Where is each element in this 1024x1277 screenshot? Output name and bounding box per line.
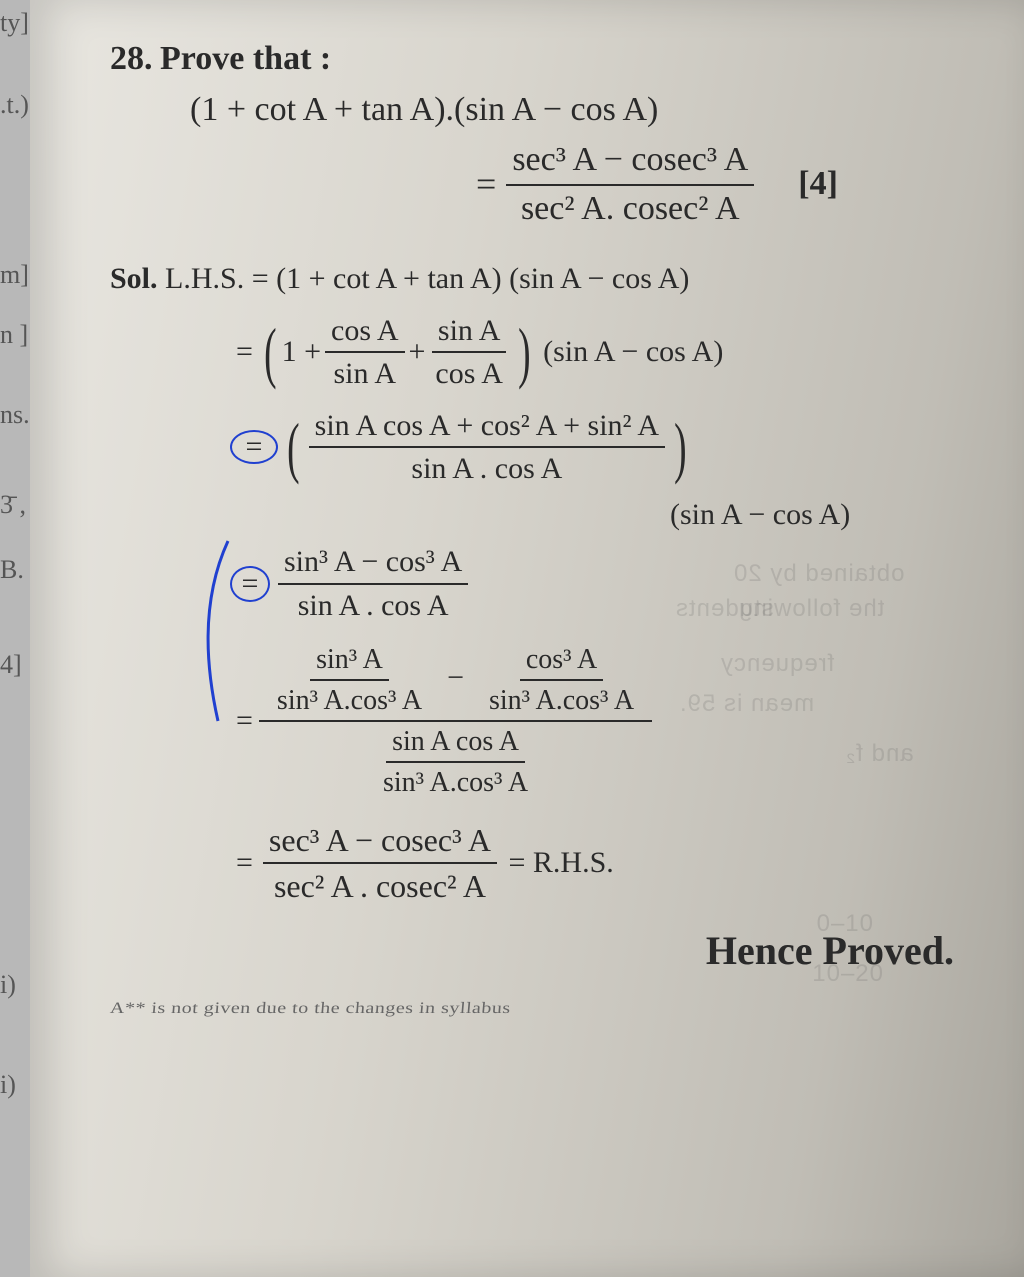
solution-line-1: Sol. L.H.S. = (1 + cot A + tan A) (sin A… [110,260,984,298]
equals-sign: = [252,260,269,298]
frac-num: sin³ A − cos³ A [278,543,468,585]
frac-num: sec³ A − cosec³ A [263,820,497,864]
frac-b: cos³ A sin³ A.cos³ A [483,642,640,718]
solution-step-4: = sin³ A − cos³ A sin A . cos A [110,543,984,624]
expr-tail: (sin A − cos A) [543,333,723,371]
frac-num: sin³ A [310,642,389,681]
lhs-label: L.H.S. [165,260,244,298]
margin-frag: n ] [0,320,28,350]
textbook-page: ty] .t.) m] n ] ns. 3̄ , B. 4] i) i) obt… [30,0,1024,1277]
margin-frag: 4] [0,650,22,680]
hence-proved: Hence Proved. [110,926,984,976]
frac-den: sin³ A.cos³ A [483,681,640,718]
frac-sin-over-cos: sin A cos A [429,312,509,393]
frac-den: sin A . cos A [292,585,455,625]
frac-den: cos A [429,353,509,393]
frac-den: sec² A . cosec² A [268,864,492,906]
margin-frag: .t.) [0,90,29,120]
frac-den: sec² A. cosec² A [515,186,746,231]
frac-diff-cubes: sin³ A − cos³ A sin A . cos A [278,543,468,624]
open-paren: ( [287,420,299,474]
expr-text: (1 + cot A + tan A) (sin A − cos A) [276,260,689,298]
frac-a: sin³ A sin³ A.cos³ A [271,642,428,718]
left-margin-fragments: ty] .t.) m] n ] ns. 3̄ , B. 4] i) i) [0,0,60,1277]
frac-cos-over-sin: cos A sin A [325,312,405,393]
marks-label: [4] [798,163,838,206]
one-plus: 1 + [282,333,321,371]
complex-frac-top: sin³ A sin³ A.cos³ A − cos³ A sin³ A.cos… [259,640,652,722]
margin-frag: B. [0,555,24,585]
equals-sign: = [236,333,253,371]
complex-fraction: sin³ A sin³ A.cos³ A − cos³ A sin³ A.cos… [259,640,652,802]
margin-frag: ns. [0,400,30,430]
expr-tail: (sin A − cos A) [670,496,850,534]
plus-sign: + [409,333,426,371]
footer-blurred-text: A** is not given due to the changes in s… [109,999,985,1019]
margin-frag: i) [0,1070,16,1100]
margin-frag: i) [0,970,16,1000]
frac-den: sin A . cos A [405,448,568,488]
circled-equals-annotation: = [230,430,278,464]
equals-sign: = [236,844,253,882]
frac-num: sin A [432,312,507,354]
frac-c: sin A cos A sin³ A.cos³ A [377,724,534,800]
frac-num: cos A [325,312,405,354]
minus-sign: − [440,661,472,694]
solution-step-3: = ( sin A cos A + cos² A + sin² A sin A … [110,407,984,488]
equals-sign: = [242,565,259,603]
question-rhs-row: = sec³ A − cosec³ A sec² A. cosec² A [4] [110,139,984,230]
frac-den: sin³ A.cos³ A [377,763,534,800]
prove-label: Prove that : [160,38,331,81]
solution-step-2: = ( 1 + cos A sin A + sin A cos A ) (sin… [110,312,984,393]
equals-sign: = [246,428,263,466]
page-content: 28. Prove that : (1 + cot A + tan A).(si… [30,0,1024,1041]
frac-den: sin A [327,353,402,393]
open-paren: ( [264,325,276,379]
frac-num: sin A cos A + cos² A + sin² A [309,407,665,449]
equals-sign: = [476,162,496,207]
expr-text: (1 + cot A + tan A).(sin A − cos A) [190,89,658,132]
solution-final: = sec³ A − cosec³ A sec² A . cosec² A = … [110,820,984,906]
frac-den: sin³ A.cos³ A [271,681,428,718]
solution-step-5: = sin³ A sin³ A.cos³ A − cos³ A sin³ A.c… [110,640,984,802]
close-paren: ) [518,325,530,379]
margin-frag: m] [0,260,29,290]
frac-num: sin A cos A [386,724,525,763]
question-header: 28. Prove that : [110,38,984,81]
question-lhs: (1 + cot A + tan A).(sin A − cos A) [110,89,984,132]
question-number: 28. [110,38,153,81]
frac-combined: sin A cos A + cos² A + sin² A sin A . co… [309,407,665,488]
complex-frac-bottom: sin A cos A sin³ A.cos³ A [365,722,546,802]
frac-final: sec³ A − cosec³ A sec² A . cosec² A [263,820,497,906]
solution-step-3-tail: (sin A − cos A) [110,496,984,534]
equals-rhs: = R.H.S. [509,844,614,882]
rhs-fraction: sec³ A − cosec³ A sec² A. cosec² A [506,139,754,230]
pen-curve-annotation [200,535,240,727]
close-paren: ) [674,420,686,474]
margin-frag: 3̄ , [0,490,26,520]
sol-label: Sol. [110,260,158,298]
margin-frag: ty] [0,8,29,38]
frac-num: cos³ A [520,642,603,681]
frac-num: sec³ A − cosec³ A [506,139,754,186]
